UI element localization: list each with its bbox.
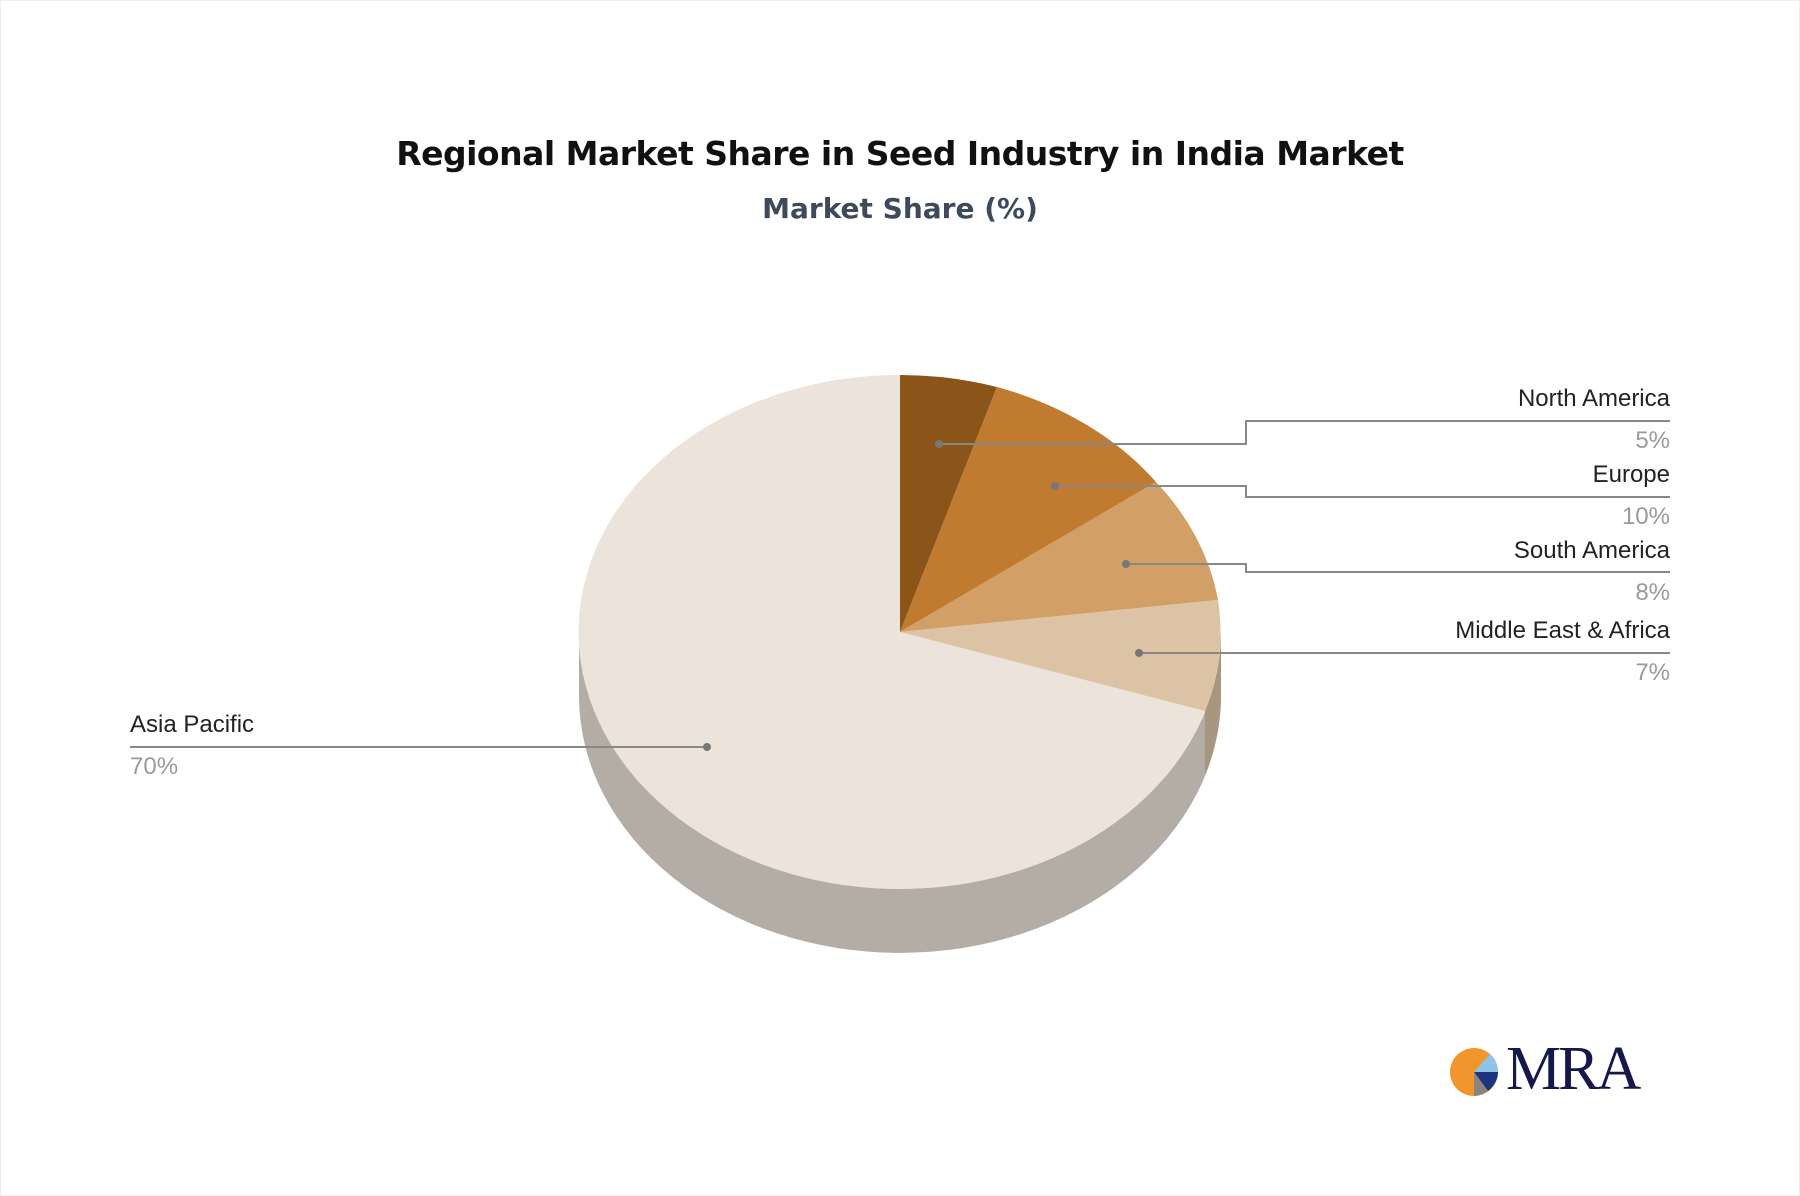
- chart-title: Regional Market Share in Seed Industry i…: [396, 134, 1404, 173]
- value-north-america: 5%: [1635, 427, 1670, 454]
- logo-text: MRA: [1506, 1035, 1641, 1103]
- marker-asia-pacific: [703, 743, 711, 751]
- value-asia-pacific: 70%: [130, 753, 179, 780]
- logo-pie-icon: [1450, 1048, 1499, 1096]
- marker-north-america: [935, 440, 943, 448]
- label-mea: Middle East & Africa: [1455, 617, 1670, 644]
- slice-asia-pacific[interactable]: [578, 374, 1205, 889]
- chart-subtitle: Market Share (%): [762, 192, 1038, 225]
- value-europe: 10%: [1621, 503, 1670, 530]
- leader-north-america: [939, 420, 1670, 445]
- mra-logo: MRA: [1448, 1035, 1648, 1103]
- slice-north-america[interactable]: [900, 375, 997, 632]
- slice-europe[interactable]: [900, 387, 1156, 632]
- label-europe: Europe: [1592, 461, 1670, 488]
- label-asia-pacific: Asia Pacific: [130, 711, 255, 738]
- label-south-america: South America: [1513, 537, 1670, 564]
- marker-mea: [1135, 649, 1143, 657]
- value-mea: 7%: [1635, 659, 1670, 686]
- value-south-america: 8%: [1635, 579, 1670, 606]
- pie-side-mea: [1205, 632, 1221, 775]
- leader-europe: [1055, 485, 1670, 498]
- slice-south-america[interactable]: [900, 482, 1218, 632]
- marker-south-america: [1122, 560, 1130, 568]
- marker-europe: [1051, 482, 1059, 490]
- pie-side: [579, 632, 1221, 953]
- leader-south-america: [1126, 563, 1670, 573]
- label-north-america: North America: [1517, 385, 1670, 412]
- slice-middle-east-africa[interactable]: [900, 600, 1221, 711]
